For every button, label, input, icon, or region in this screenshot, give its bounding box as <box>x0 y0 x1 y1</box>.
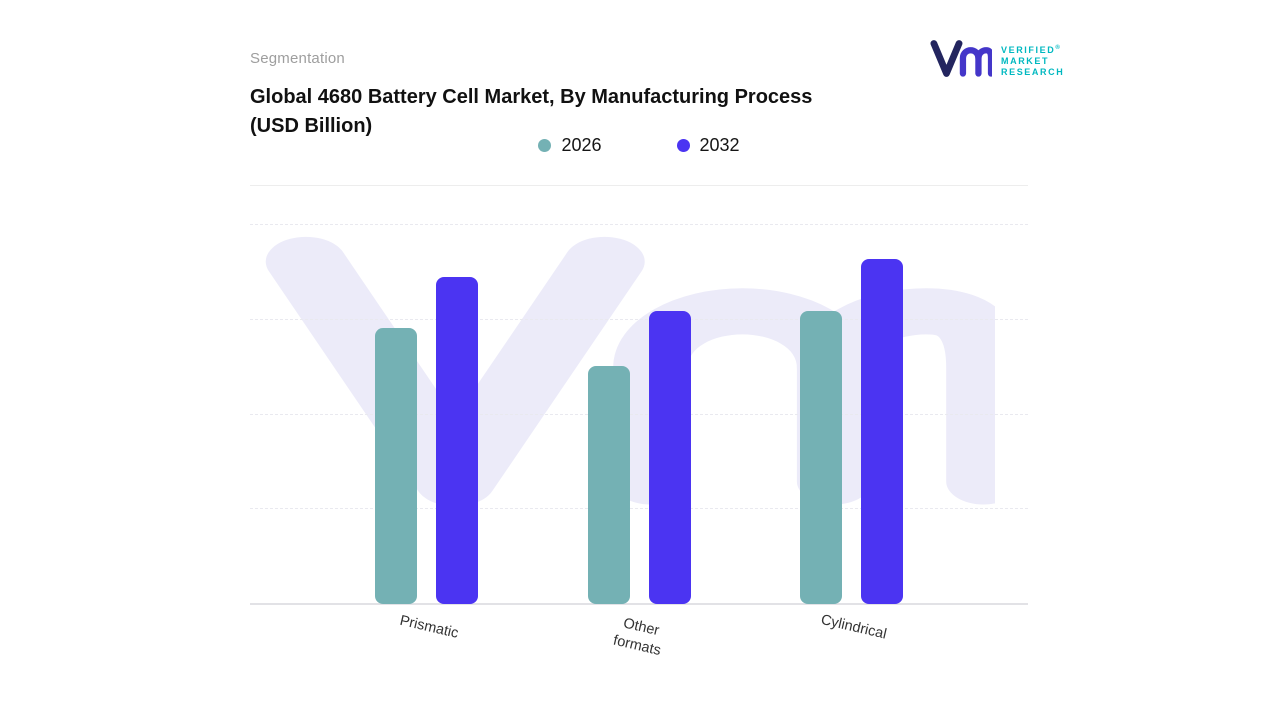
vmr-logo-icon <box>930 36 995 85</box>
x-axis-label-prismatic: Prismatic <box>397 612 460 642</box>
gridline <box>250 508 1028 510</box>
legend-label-2032: 2032 <box>699 135 740 155</box>
vmr-brand: VERIFIED® MARKET RESEARCH <box>930 36 1064 85</box>
registered-mark: ® <box>1055 45 1062 51</box>
bar-group-other-formats <box>533 225 746 604</box>
chart-title-line1: Global 4680 Battery Cell Market, By Manu… <box>250 86 813 108</box>
bar-group-prismatic <box>320 225 533 604</box>
bar-2032-other-formats <box>648 311 691 604</box>
x-axis-label-cylindrical: Cylindrical <box>819 611 889 643</box>
legend-swatch-2032-icon <box>676 139 690 152</box>
chart-legend: 2026 2032 <box>250 135 1028 156</box>
title-divider <box>250 185 1028 186</box>
chart-title: Global 4680 Battery Cell Market, By Manu… <box>250 83 890 141</box>
gridline <box>250 224 1028 225</box>
legend-item-2032: 2032 <box>676 135 740 156</box>
bar-2026-prismatic <box>374 328 417 604</box>
legend-item-2026: 2026 <box>538 135 602 156</box>
bar-2032-prismatic <box>435 276 478 604</box>
x-axis-labels: Prismatic Other formats Cylindrical <box>250 612 1028 659</box>
x-label-cell-prismatic: Prismatic <box>320 613 533 656</box>
x-axis-label-other-formats: Other formats <box>611 615 663 660</box>
bar-group-cylindrical <box>745 225 958 604</box>
chart-title-line2: (USD Billion) <box>250 115 373 137</box>
plot-area <box>250 224 1028 605</box>
bars-container <box>250 225 1028 604</box>
x-label-cell-other-formats: Other formats <box>533 615 746 659</box>
brand-line-verified: VERIFIED® <box>1001 45 1062 55</box>
legend-label-2026: 2026 <box>561 135 602 155</box>
brand-line-research: RESEARCH <box>1001 67 1065 77</box>
bar-2026-cylindrical <box>800 311 843 604</box>
vmr-brand-name: VERIFIED® MARKET RESEARCH <box>1001 43 1064 78</box>
segmentation-eyebrow: Segmentation <box>250 50 345 67</box>
brand-line-market: MARKET <box>1001 56 1050 66</box>
bar-2032-cylindrical <box>861 259 904 604</box>
bar-2026-other-formats <box>587 366 630 604</box>
x-axis-baseline <box>250 603 1028 605</box>
legend-swatch-2026-icon <box>538 139 552 152</box>
x-label-cell-cylindrical: Cylindrical <box>745 612 958 656</box>
